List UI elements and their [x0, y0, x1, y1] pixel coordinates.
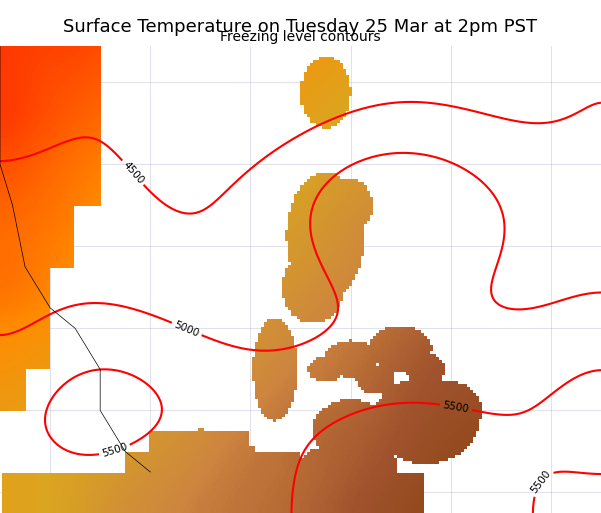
Text: 4500: 4500: [120, 160, 145, 186]
Text: Surface Temperature on Tuesday 25 Mar at 2pm PST: Surface Temperature on Tuesday 25 Mar at…: [64, 18, 537, 36]
Text: 5500: 5500: [101, 442, 129, 459]
Text: 5000: 5000: [172, 319, 201, 339]
Text: 5500: 5500: [529, 468, 552, 496]
Text: Freezing level contours: Freezing level contours: [220, 30, 381, 44]
Text: 5500: 5500: [442, 400, 470, 414]
Text: Surface Temperature on Tuesday 25 Mar at 2pm PST: Surface Temperature on Tuesday 25 Mar at…: [64, 18, 537, 36]
Text: Freezing level contours: Freezing level contours: [220, 30, 381, 44]
